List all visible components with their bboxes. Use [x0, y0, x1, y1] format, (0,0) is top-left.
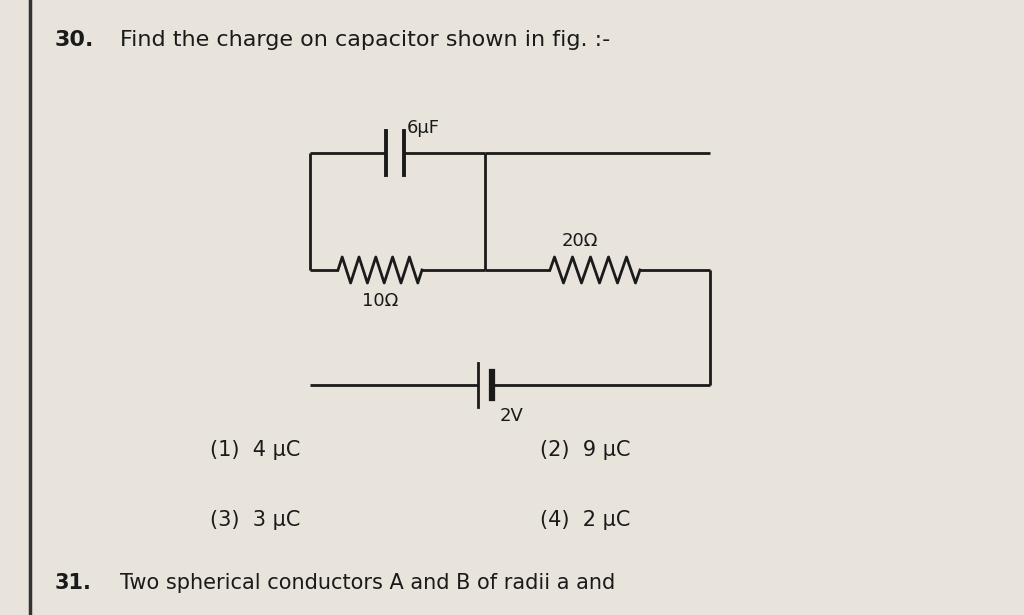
- Text: Find the charge on capacitor shown in fig. :-: Find the charge on capacitor shown in fi…: [120, 30, 610, 50]
- Text: 20Ω: 20Ω: [562, 232, 598, 250]
- Text: (1)  4 μC: (1) 4 μC: [210, 440, 300, 460]
- Text: 2V: 2V: [500, 407, 524, 425]
- Text: (2)  9 μC: (2) 9 μC: [540, 440, 631, 460]
- Text: 6μF: 6μF: [407, 119, 440, 137]
- Text: 10Ω: 10Ω: [361, 292, 398, 310]
- Text: 30.: 30.: [55, 30, 94, 50]
- Text: 31.: 31.: [55, 573, 92, 593]
- Text: Two spherical conductors A and B of radii a and: Two spherical conductors A and B of radi…: [120, 573, 615, 593]
- Text: (3)  3 μC: (3) 3 μC: [210, 510, 300, 530]
- Text: (4)  2 μC: (4) 2 μC: [540, 510, 631, 530]
